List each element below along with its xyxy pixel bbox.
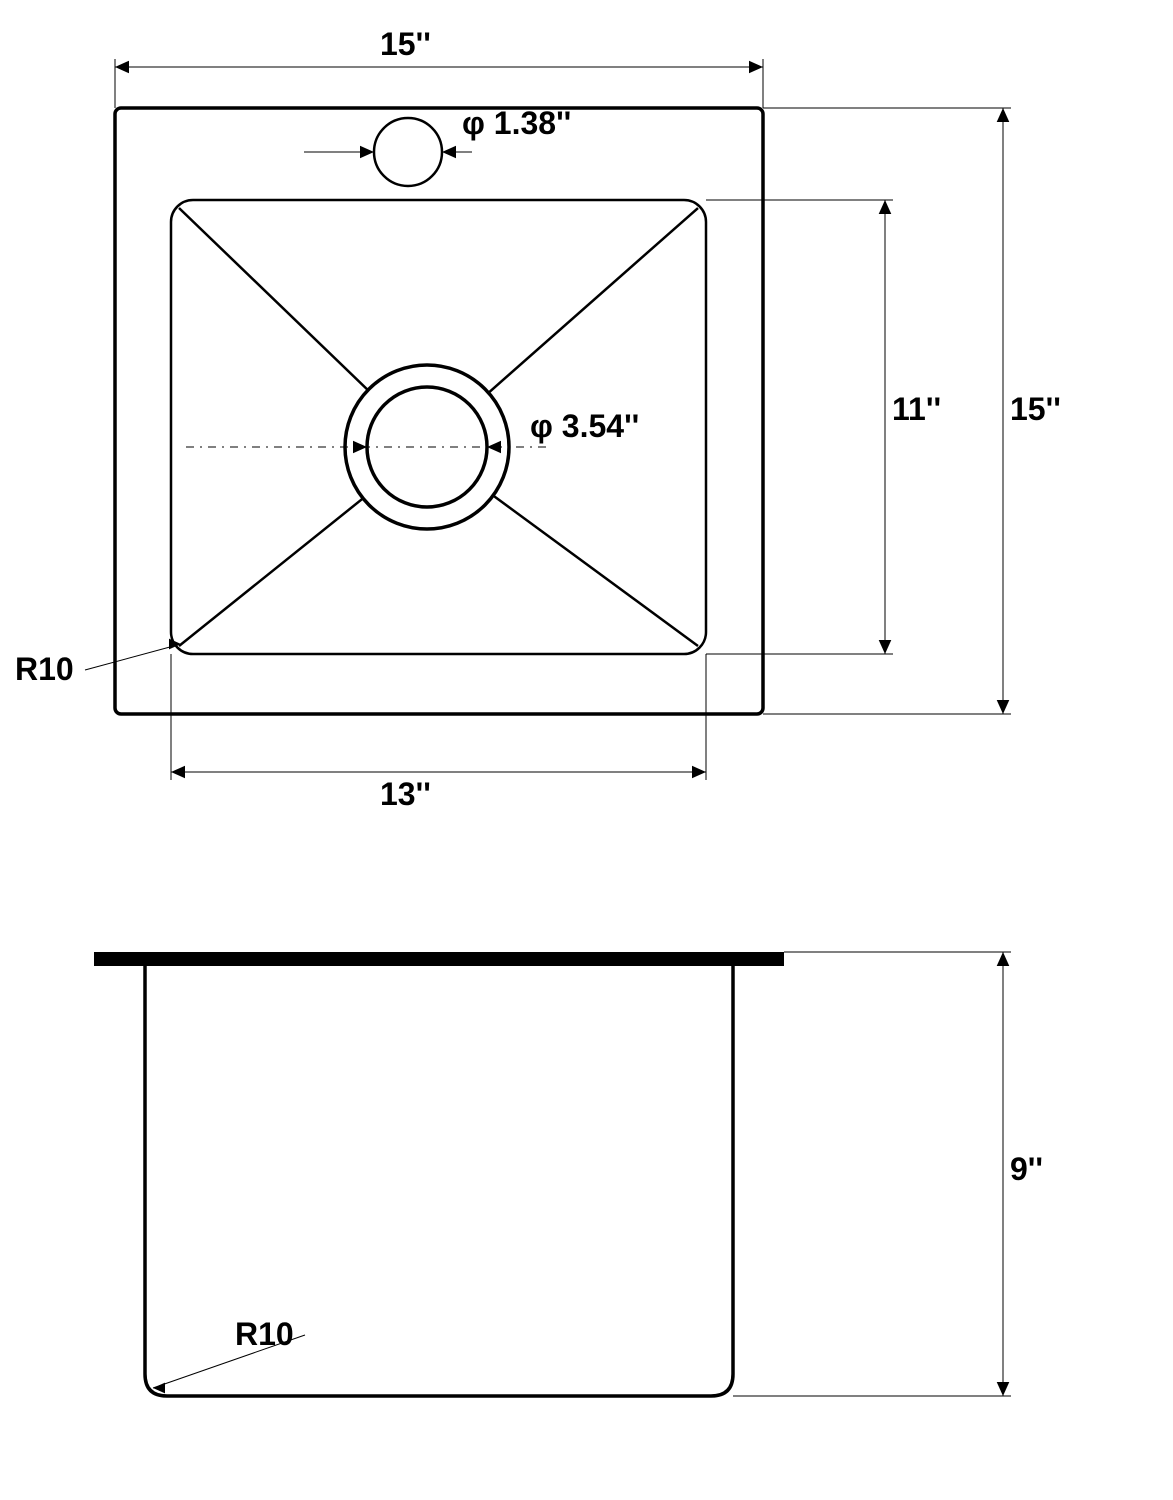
dim-corner-radius-side: R10	[235, 1316, 294, 1352]
dim-basin-height: 11''	[892, 391, 941, 427]
dim-basin-width: 13''	[380, 776, 431, 812]
dim-drain-diameter: φ 3.54''	[530, 408, 639, 444]
dim-faucet-diameter: φ 1.38''	[462, 105, 571, 141]
dim-outer-height: 15''	[1010, 391, 1061, 427]
sink-bowl-profile	[145, 966, 733, 1396]
dim-side-depth: 9''	[1010, 1151, 1043, 1187]
dim-corner-radius-top: R10	[15, 651, 74, 687]
dim-outer-width: 15''	[380, 26, 431, 62]
faucet-hole	[374, 118, 442, 186]
sink-flange	[94, 952, 784, 966]
